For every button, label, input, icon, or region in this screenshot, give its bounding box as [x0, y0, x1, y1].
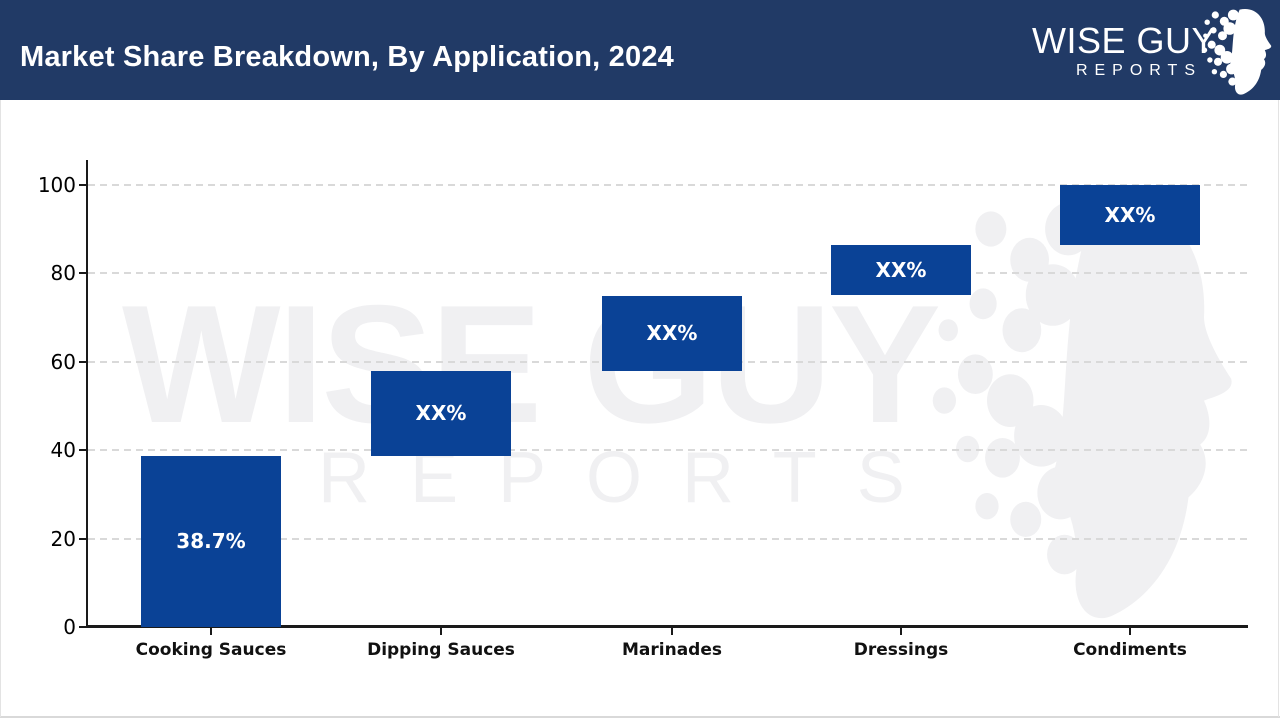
y-tick-mark-60	[79, 360, 87, 363]
x-tick-mark-2	[671, 628, 673, 635]
y-tick-label-0: 0	[63, 615, 76, 639]
bottom-rule	[0, 716, 1280, 718]
y-tick-mark-20	[79, 537, 87, 540]
gridline-100	[88, 184, 1248, 186]
logo: WISE GUY REPORTS	[1032, 0, 1272, 100]
left-rule	[0, 100, 1, 717]
bar-4: XX%	[1060, 185, 1200, 246]
y-tick-label-100: 100	[37, 173, 76, 197]
x-category-label-4: Condiments	[1073, 640, 1187, 660]
x-axis-spine	[86, 625, 1248, 628]
x-tick-mark-4	[1129, 628, 1131, 635]
bar-value-label-1: XX%	[415, 401, 467, 426]
logo-wordmark: WISE GUY	[1032, 20, 1217, 61]
y-tick-label-80: 80	[50, 261, 76, 286]
y-tick-label-20: 20	[50, 526, 76, 551]
gridline-80	[88, 272, 1248, 275]
page-title: Market Share Breakdown, By Application, …	[20, 40, 674, 73]
x-tick-mark-0	[210, 628, 212, 635]
x-category-label-1: Dipping Sauces	[367, 640, 515, 660]
logo-tagline: REPORTS	[1075, 62, 1202, 79]
bar-value-label-3: XX%	[875, 258, 927, 283]
x-category-label-3: Dressings	[853, 640, 949, 660]
logo-head-icon	[1201, 8, 1272, 95]
x-tick-mark-3	[900, 628, 902, 635]
bar-0: 38.7%	[141, 455, 281, 627]
y-tick-mark-40	[79, 449, 87, 452]
x-category-label-2: Marinades	[622, 640, 722, 660]
header-bar: Market Share Breakdown, By Application, …	[0, 0, 1280, 100]
bar-value-label-2: XX%	[646, 321, 698, 346]
x-tick-mark-1	[440, 628, 442, 635]
gridline-40	[88, 449, 1248, 452]
x-category-label-0: Cooking Sauces	[135, 640, 287, 660]
bar-3: XX%	[831, 245, 971, 296]
y-tick-label-40: 40	[50, 438, 76, 463]
gridline-20	[88, 537, 1248, 540]
bar-value-label-4: XX%	[1104, 203, 1156, 228]
y-tick-mark-0	[79, 626, 87, 628]
y-tick-mark-80	[79, 272, 87, 275]
y-tick-label-60: 60	[50, 349, 76, 374]
bar-2: XX%	[602, 295, 742, 371]
bar-1: XX%	[371, 370, 511, 456]
y-axis-spine	[86, 160, 88, 628]
bar-value-label-0: 38.7%	[176, 529, 246, 554]
right-rule	[1278, 100, 1279, 717]
y-tick-mark-100	[79, 184, 87, 186]
